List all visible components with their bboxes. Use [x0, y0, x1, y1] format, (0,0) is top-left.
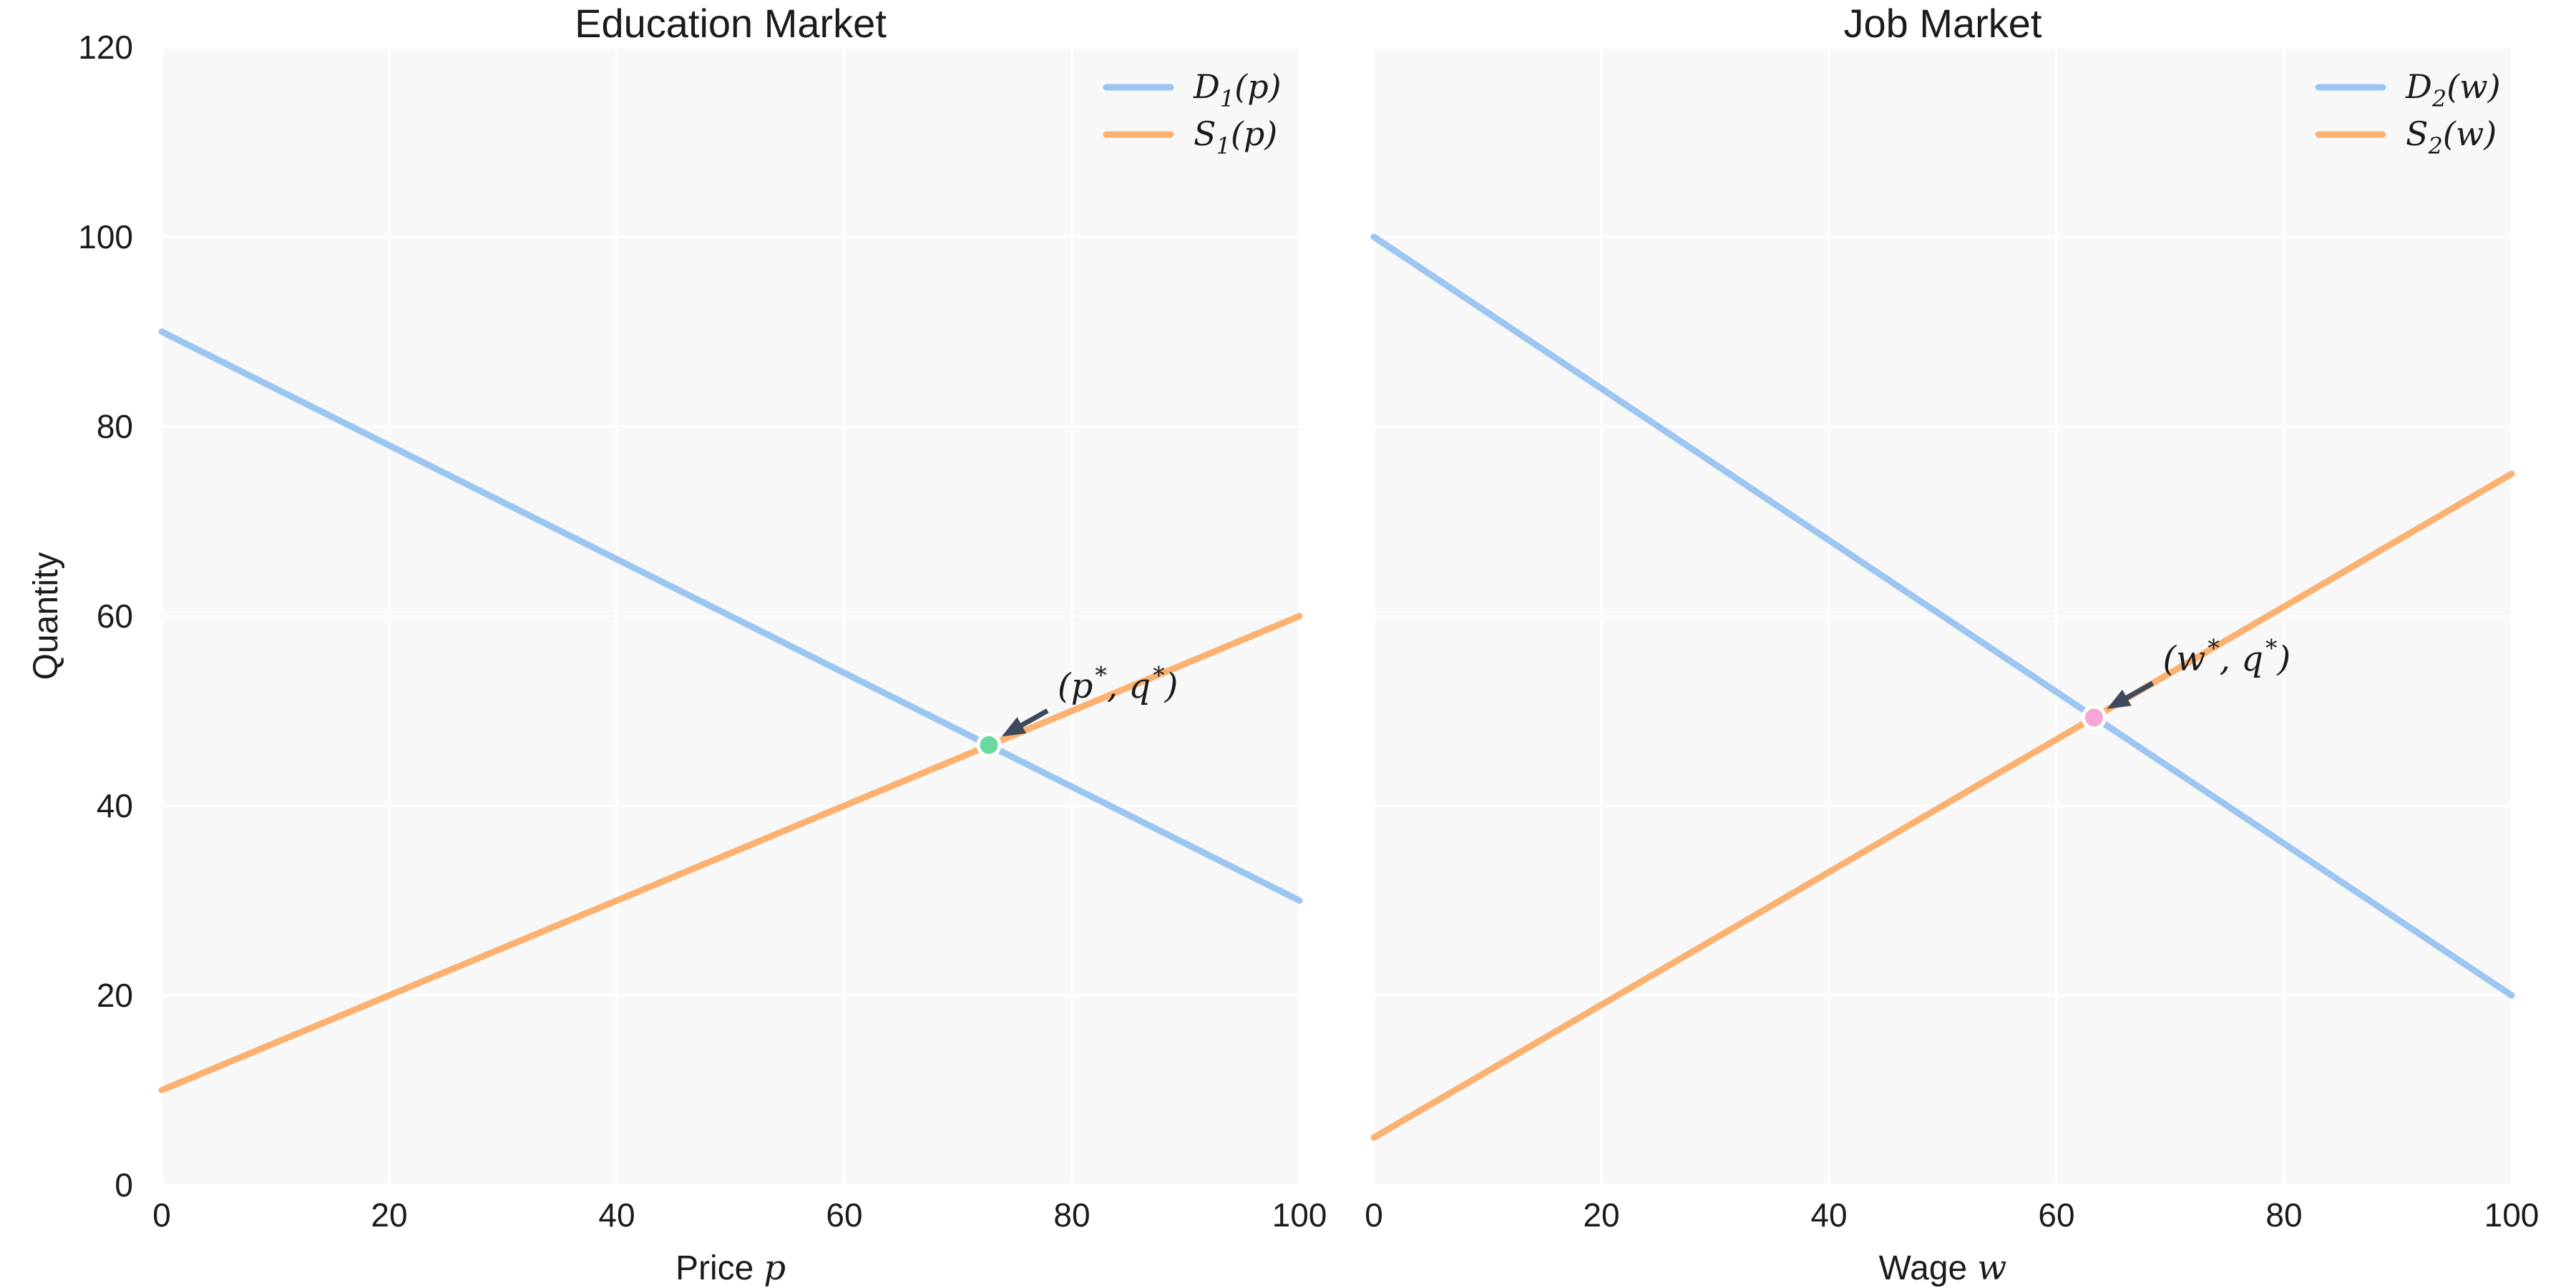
legend-label-demand: D2(w): [2405, 67, 2501, 112]
equilibrium-dot: [976, 732, 1002, 758]
x-tick-label: 80: [2265, 1196, 2302, 1234]
annotation-part: , q: [2220, 639, 2263, 679]
demand-line: [1370, 233, 2515, 999]
x-axis-label-text: Wage: [1879, 1249, 1968, 1287]
x-tick-label: 20: [1583, 1196, 1619, 1234]
legend-label-arg: (w): [2446, 67, 2500, 106]
chart-title: Job Market: [1844, 1, 2042, 46]
x-axis-label: Wage w: [1879, 1248, 2007, 1288]
chart-title: Education Market: [575, 1, 887, 46]
x-tick-label: 20: [371, 1196, 407, 1234]
supply-line: [158, 613, 1303, 1093]
annotation-part: , q: [1107, 666, 1151, 706]
annotation-part: ): [2277, 639, 2291, 679]
legend-label-supply: S2(w): [2406, 114, 2497, 160]
annotation-arrow-head: [1001, 717, 1027, 737]
annotation-part: *: [1095, 661, 1107, 689]
y-axis-label: Quantity: [27, 552, 65, 680]
y-tick-label: 40: [97, 787, 133, 824]
annotation-part: (p: [1058, 666, 1093, 706]
x-tick-label: 80: [1053, 1196, 1090, 1234]
equilibrium-dot: [2081, 705, 2107, 731]
legend-label-arg: (w): [2443, 114, 2497, 153]
x-axis-label-text: Price: [675, 1249, 753, 1287]
x-tick-label: 40: [1810, 1196, 1847, 1234]
legend-label-supply: S1(p): [1194, 114, 1277, 160]
legend-label-sub: 1: [1220, 85, 1234, 112]
legend-label-arg: (p): [1234, 67, 1281, 106]
x-axis-label: Price p: [675, 1248, 786, 1288]
x-tick-label: 0: [1365, 1196, 1383, 1234]
legend-label-sub: 2: [2431, 85, 2446, 112]
legend: D2(w)S2(w): [2315, 67, 2501, 160]
legend: D1(p)S1(p): [1103, 67, 1282, 160]
y-tick-label: 60: [97, 597, 133, 635]
annotation-part: ): [1164, 666, 1179, 706]
x-tick-label: 60: [2038, 1196, 2074, 1234]
x-tick-label: 0: [152, 1196, 171, 1234]
x-tick-label: 100: [2484, 1196, 2540, 1234]
legend-label-main: S: [1194, 114, 1216, 153]
legend-label-demand: D1(p): [1193, 67, 1282, 112]
y-tick-label: 80: [97, 408, 133, 445]
equilibrium-annotation: (p*, q*): [1058, 661, 1178, 706]
equilibrium-annotation: (w*, q*): [2162, 634, 2290, 679]
annotation-arrow-head: [2107, 689, 2132, 709]
y-tick-label: 100: [78, 218, 133, 255]
annotation-part: (w: [2162, 639, 2205, 679]
y-tick-label: 120: [78, 29, 133, 66]
x-tick-label: 100: [1272, 1196, 1327, 1234]
supply-line: [1370, 470, 2515, 1141]
legend-label-main: S: [2406, 114, 2429, 153]
annotation-arrow-line: [1016, 708, 1049, 730]
legend-label-sub: 1: [1216, 132, 1231, 160]
y-tick-label: 20: [97, 977, 133, 1014]
legend-label-main: D: [2405, 67, 2432, 106]
annotation-part: *: [2207, 634, 2220, 662]
x-axis-label-variable: p: [763, 1248, 786, 1288]
legend-label-sub: 2: [2428, 132, 2443, 160]
demand-line: [158, 328, 1303, 904]
annotation-part: *: [2265, 634, 2278, 662]
x-tick-label: 60: [826, 1196, 862, 1234]
y-tick-label: 0: [114, 1166, 133, 1204]
annotation-part: *: [1153, 661, 1165, 689]
annotation-arrow-line: [2122, 680, 2155, 703]
x-tick-label: 40: [598, 1196, 635, 1234]
legend-label-arg: (p): [1231, 114, 1277, 153]
legend-label-main: D: [1193, 67, 1220, 106]
x-axis-label-variable: w: [1977, 1248, 2006, 1288]
